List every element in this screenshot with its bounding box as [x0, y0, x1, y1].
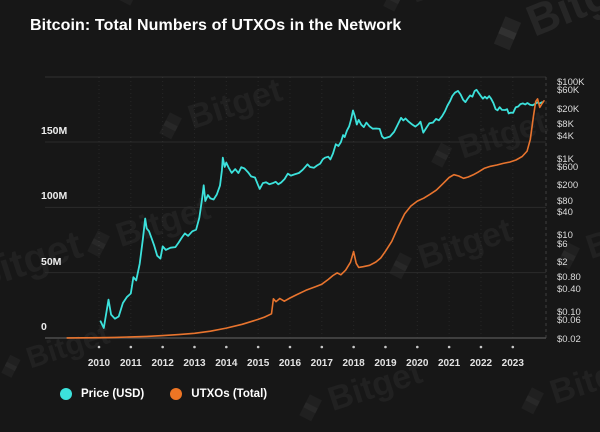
x-axis-year-label: 2019 — [374, 358, 397, 369]
right-axis-tick-label: $0.06 — [557, 315, 581, 327]
x-tick-dot — [416, 345, 419, 349]
x-tick-dot — [320, 345, 324, 349]
right-axis-tick-label: $8K — [557, 119, 574, 130]
x-tick-dot — [161, 345, 164, 349]
legend-label-price: Price (USD) — [81, 388, 145, 400]
x-axis-year-label: 2017 — [310, 358, 333, 369]
x-tick-dot — [193, 345, 196, 349]
right-axis-tick-label: $2 — [557, 256, 568, 268]
x-axis-year-label: 2014 — [215, 358, 238, 369]
x-axis-year-label: 2023 — [501, 358, 524, 369]
legend: Price (USD) UTXOs (Total) — [60, 388, 267, 400]
right-axis-tick-label: $6 — [557, 238, 568, 250]
x-axis-year-label: 2018 — [342, 358, 365, 369]
x-axis-year-label: 2022 — [469, 358, 493, 369]
left-axis-tick-label: 0 — [41, 321, 47, 333]
left-axis-tick-label: 100M — [41, 190, 68, 203]
x-tick-dot — [129, 345, 133, 349]
chart-title: Bitcoin: Total Numbers of UTXOs in the N… — [30, 17, 402, 34]
x-tick-dot — [447, 345, 451, 349]
x-axis-year-label: 2020 — [406, 358, 429, 369]
x-axis-year-label: 2021 — [438, 358, 461, 369]
left-axis-tick-label: 50M — [41, 255, 62, 268]
x-tick-dot — [511, 345, 515, 349]
legend-item-utxos[interactable]: UTXOs (Total) — [170, 388, 267, 400]
right-axis-tick-label: $1K — [557, 153, 574, 165]
utxo-series-dot-icon — [170, 388, 183, 400]
right-axis-tick-label: $0.02 — [557, 333, 581, 345]
right-axis-tick-label: $0.10 — [557, 306, 581, 318]
right-axis-tick-label: $0.80 — [557, 272, 581, 284]
right-axis-tick-label: $0.40 — [557, 283, 581, 295]
right-axis-tick-label: $80 — [557, 195, 573, 207]
right-axis-tick-label: $40 — [557, 207, 573, 219]
x-axis-year-label: 2015 — [247, 358, 270, 369]
price-series-dot-icon — [60, 388, 72, 400]
right-axis-tick-label: $600 — [557, 162, 579, 174]
right-axis-tick-label: $100K — [557, 77, 585, 88]
left-axis-tick-label: 150M — [41, 124, 68, 137]
x-tick-dot — [97, 345, 101, 349]
x-axis-year-label: 2011 — [119, 358, 142, 369]
right-axis-tick-label: $4K — [557, 130, 574, 142]
x-tick-dot — [288, 345, 292, 349]
x-tick-dot — [256, 345, 260, 349]
legend-item-price[interactable]: Price (USD) — [60, 388, 144, 400]
x-axis-year-label: 2010 — [87, 358, 111, 369]
legend-label-utxos: UTXOs (Total) — [191, 388, 268, 400]
right-axis-tick-label: $60K — [557, 85, 580, 97]
price-line[interactable] — [99, 88, 543, 329]
right-axis-tick-label: $200 — [557, 180, 579, 192]
x-tick-dot — [352, 345, 355, 349]
x-tick-dot — [384, 345, 387, 349]
right-axis-tick-label: $10 — [557, 230, 573, 242]
x-tick-dot — [479, 345, 483, 349]
utxo-line[interactable] — [66, 98, 545, 339]
right-axis-tick-label: $20K — [557, 103, 580, 115]
x-axis-year-label: 2016 — [278, 358, 302, 369]
x-axis-year-label: 2012 — [151, 358, 174, 369]
x-axis-year-label: 2013 — [183, 358, 206, 369]
x-tick-dot — [225, 345, 228, 349]
